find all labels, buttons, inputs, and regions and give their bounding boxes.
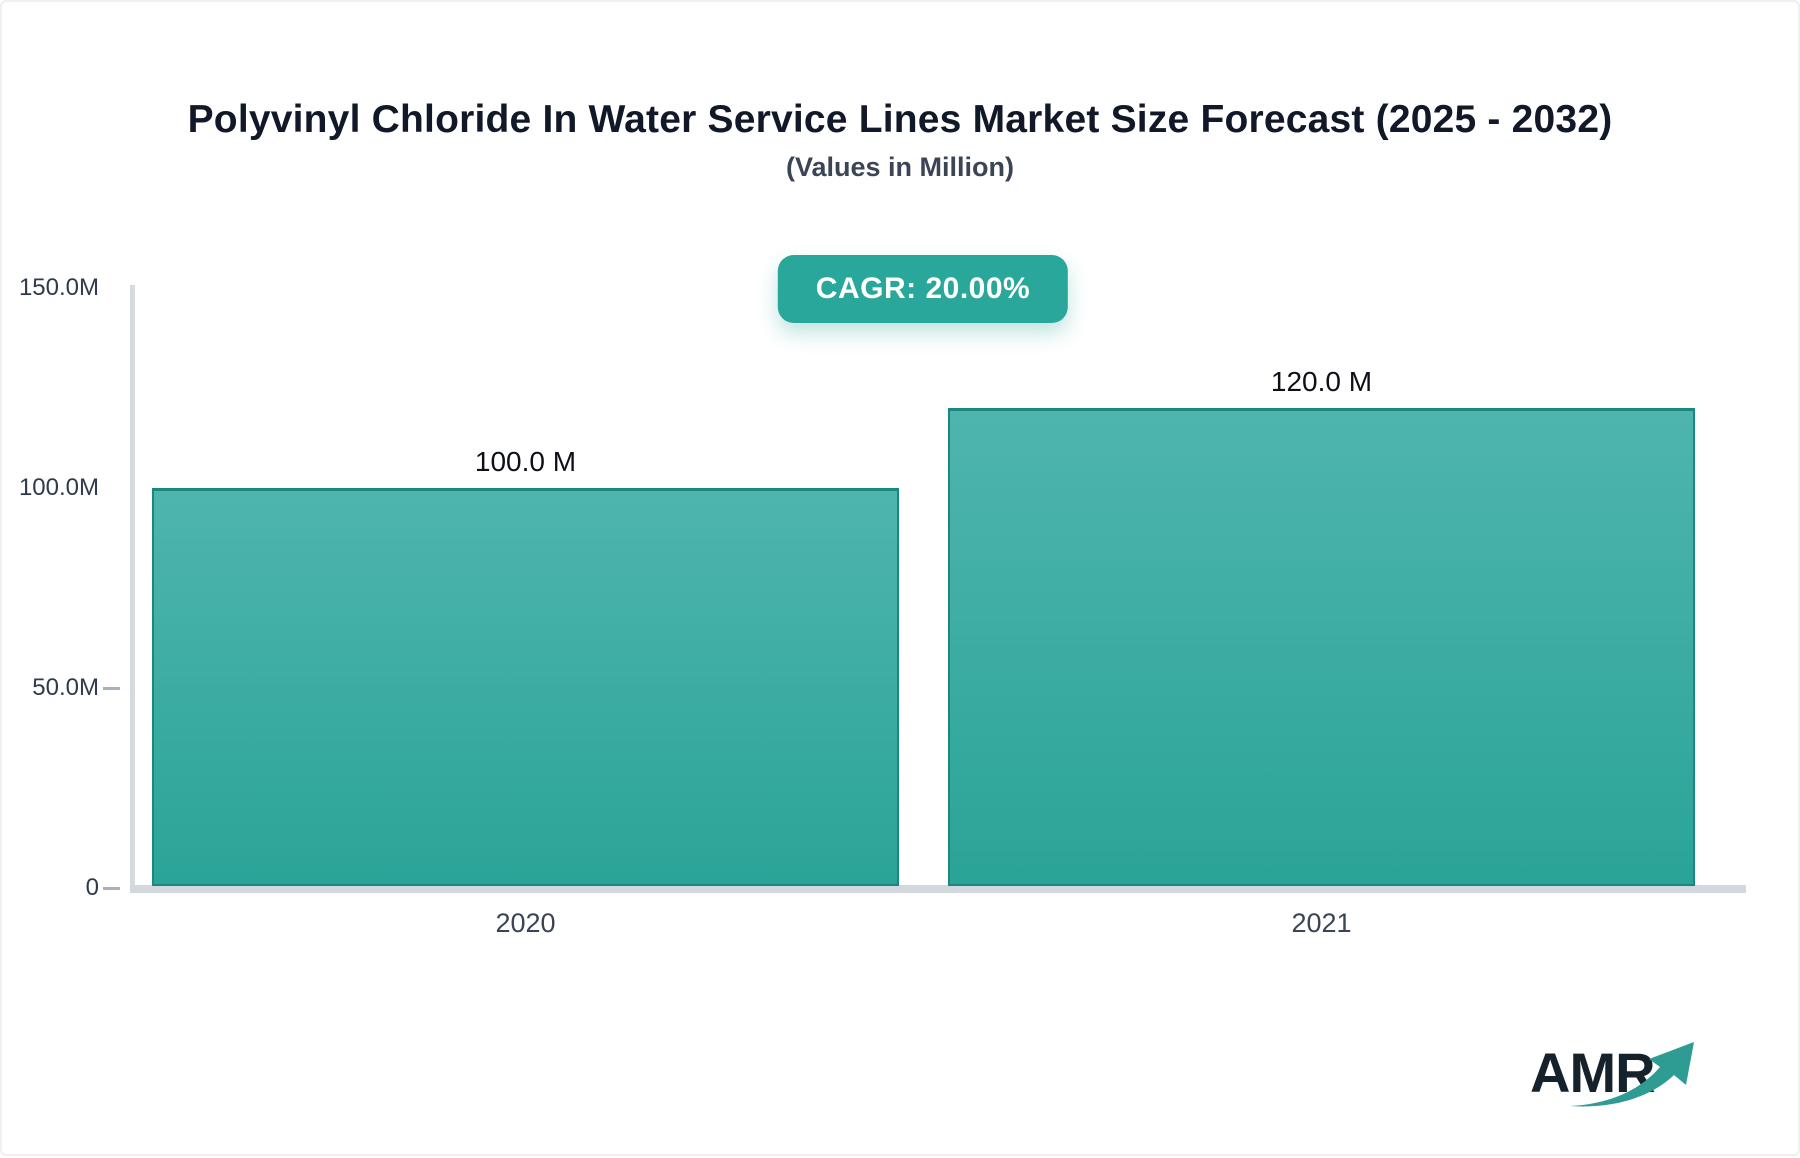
x-axis-label: 2021 bbox=[1291, 908, 1352, 938]
y-axis-tick-mark bbox=[103, 887, 120, 890]
y-axis-tick-label: 50.0M bbox=[32, 674, 99, 701]
y-axis-tick-label: 150.0M bbox=[18, 274, 99, 301]
cagr-badge: CAGR: 20.00% bbox=[777, 255, 1069, 323]
bar-2021[interactable] bbox=[948, 408, 1695, 886]
bar-value-label: 120.0 M bbox=[1270, 366, 1373, 397]
y-axis-tick-label: 0 bbox=[85, 874, 99, 901]
amr-logo: AMR bbox=[1530, 1041, 1694, 1107]
y-axis-tick-label: 100.0M bbox=[18, 474, 99, 501]
y-axis-line bbox=[130, 285, 135, 886]
chart-subtitle: (Values in Million) bbox=[785, 152, 1015, 182]
bar-2020[interactable] bbox=[152, 488, 899, 886]
x-axis-label: 2020 bbox=[495, 908, 556, 938]
y-axis-tick-mark bbox=[103, 687, 120, 690]
bar-value-label: 100.0 M bbox=[474, 446, 577, 477]
growth-arrow-icon bbox=[1570, 1042, 1694, 1107]
x-axis-line bbox=[130, 885, 1746, 893]
chart-title: Polyvinyl Chloride In Water Service Line… bbox=[187, 98, 1613, 141]
